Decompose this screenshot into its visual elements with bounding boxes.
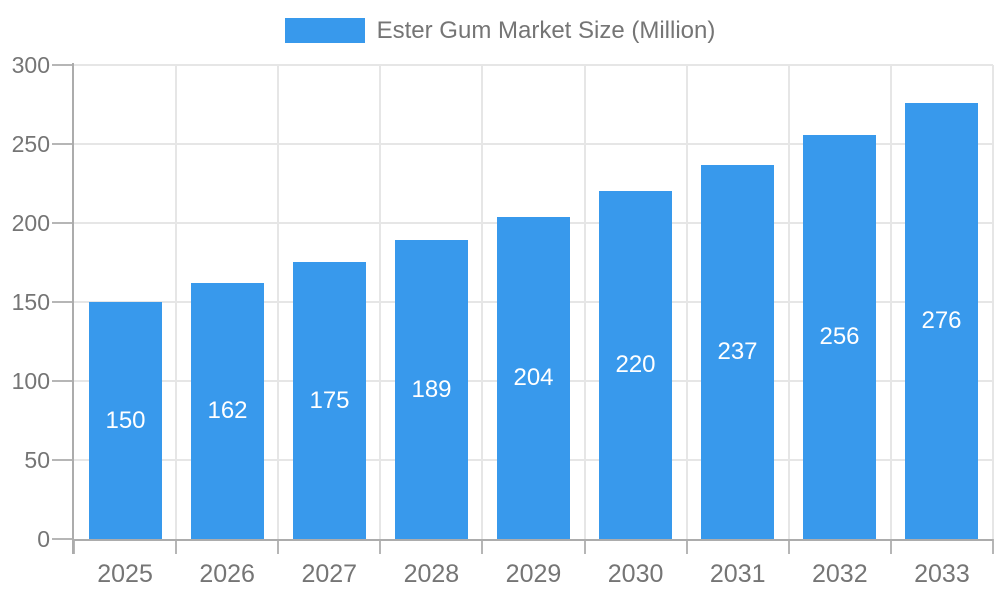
bar-value-label: 162 <box>207 397 248 424</box>
y-axis-label: 300 <box>11 52 50 78</box>
x-axis-label: 2032 <box>812 560 868 588</box>
bar: 276 <box>905 103 978 539</box>
x-axis-label: 2026 <box>199 560 255 588</box>
bar-value-label: 189 <box>411 375 452 403</box>
x-gridline <box>175 65 178 539</box>
x-axis-label: 2028 <box>403 560 460 588</box>
x-axis-tick <box>787 539 790 554</box>
y-axis-label: 100 <box>11 368 50 394</box>
x-gridline <box>685 65 688 539</box>
y-axis-label: 150 <box>11 289 50 315</box>
x-axis-line <box>72 539 993 541</box>
x-gridline <box>787 65 790 539</box>
x-axis-label: 2033 <box>914 560 970 588</box>
x-axis-label: 2030 <box>607 560 664 588</box>
y-axis-tick <box>52 538 72 540</box>
y-axis-label: 50 <box>24 447 50 473</box>
x-axis-tick <box>583 539 586 554</box>
x-axis-tick <box>73 539 75 554</box>
bar: 162 <box>191 283 264 539</box>
bar: 256 <box>803 135 876 539</box>
x-axis-label: 2031 <box>709 560 766 588</box>
x-gridline <box>481 65 484 539</box>
bar: 220 <box>599 191 672 539</box>
bar-value-label: 276 <box>921 307 962 334</box>
y-axis-tick <box>52 380 72 382</box>
y-axis-line <box>72 63 74 554</box>
x-gridline <box>889 65 892 539</box>
x-axis-tick <box>685 539 688 554</box>
y-axis-label: 0 <box>37 526 50 552</box>
x-axis-tick <box>175 539 178 554</box>
legend-label: Ester Gum Market Size (Million) <box>376 17 716 44</box>
y-axis-tick <box>52 459 72 461</box>
x-gridline <box>379 65 382 539</box>
y-axis-tick <box>52 301 72 303</box>
y-axis-tick <box>52 143 72 145</box>
chart-legend[interactable]: Ester Gum Market Size (Million) <box>0 18 1000 43</box>
plot-area: 0 50 100 150 200 250 300 2025 2026 2027 2028 2029 20… <box>12 52 994 587</box>
bar-value-label: 204 <box>513 364 554 391</box>
bar: 175 <box>293 262 366 539</box>
legend-color-swatch <box>284 18 365 43</box>
y-axis-tick <box>52 64 72 66</box>
x-gridline <box>583 65 586 539</box>
x-axis-tick <box>481 539 484 554</box>
x-gridline <box>277 65 280 539</box>
bar-value-label: 237 <box>717 338 758 365</box>
x-axis-tick <box>277 539 280 554</box>
x-axis-tick <box>992 539 994 554</box>
bar-value-label: 175 <box>309 386 350 414</box>
bar-value-label: 220 <box>615 351 656 378</box>
bar-value-label: 256 <box>819 323 860 350</box>
x-axis-tick <box>379 539 382 554</box>
y-axis-tick <box>52 222 72 224</box>
y-axis-label: 200 <box>11 210 50 236</box>
x-axis-label: 2029 <box>505 560 562 588</box>
y-gridline <box>74 64 993 66</box>
bar: 204 <box>497 217 570 539</box>
bar: 189 <box>395 240 468 539</box>
bar: 237 <box>701 165 774 539</box>
x-axis-label: 2027 <box>301 560 358 588</box>
y-axis-label: 250 <box>11 131 50 157</box>
x-axis-label: 2025 <box>97 560 153 588</box>
x-gridline <box>992 65 994 539</box>
bar-value-label: 150 <box>105 406 146 434</box>
bar: 150 <box>89 302 162 539</box>
x-axis-tick <box>889 539 892 554</box>
